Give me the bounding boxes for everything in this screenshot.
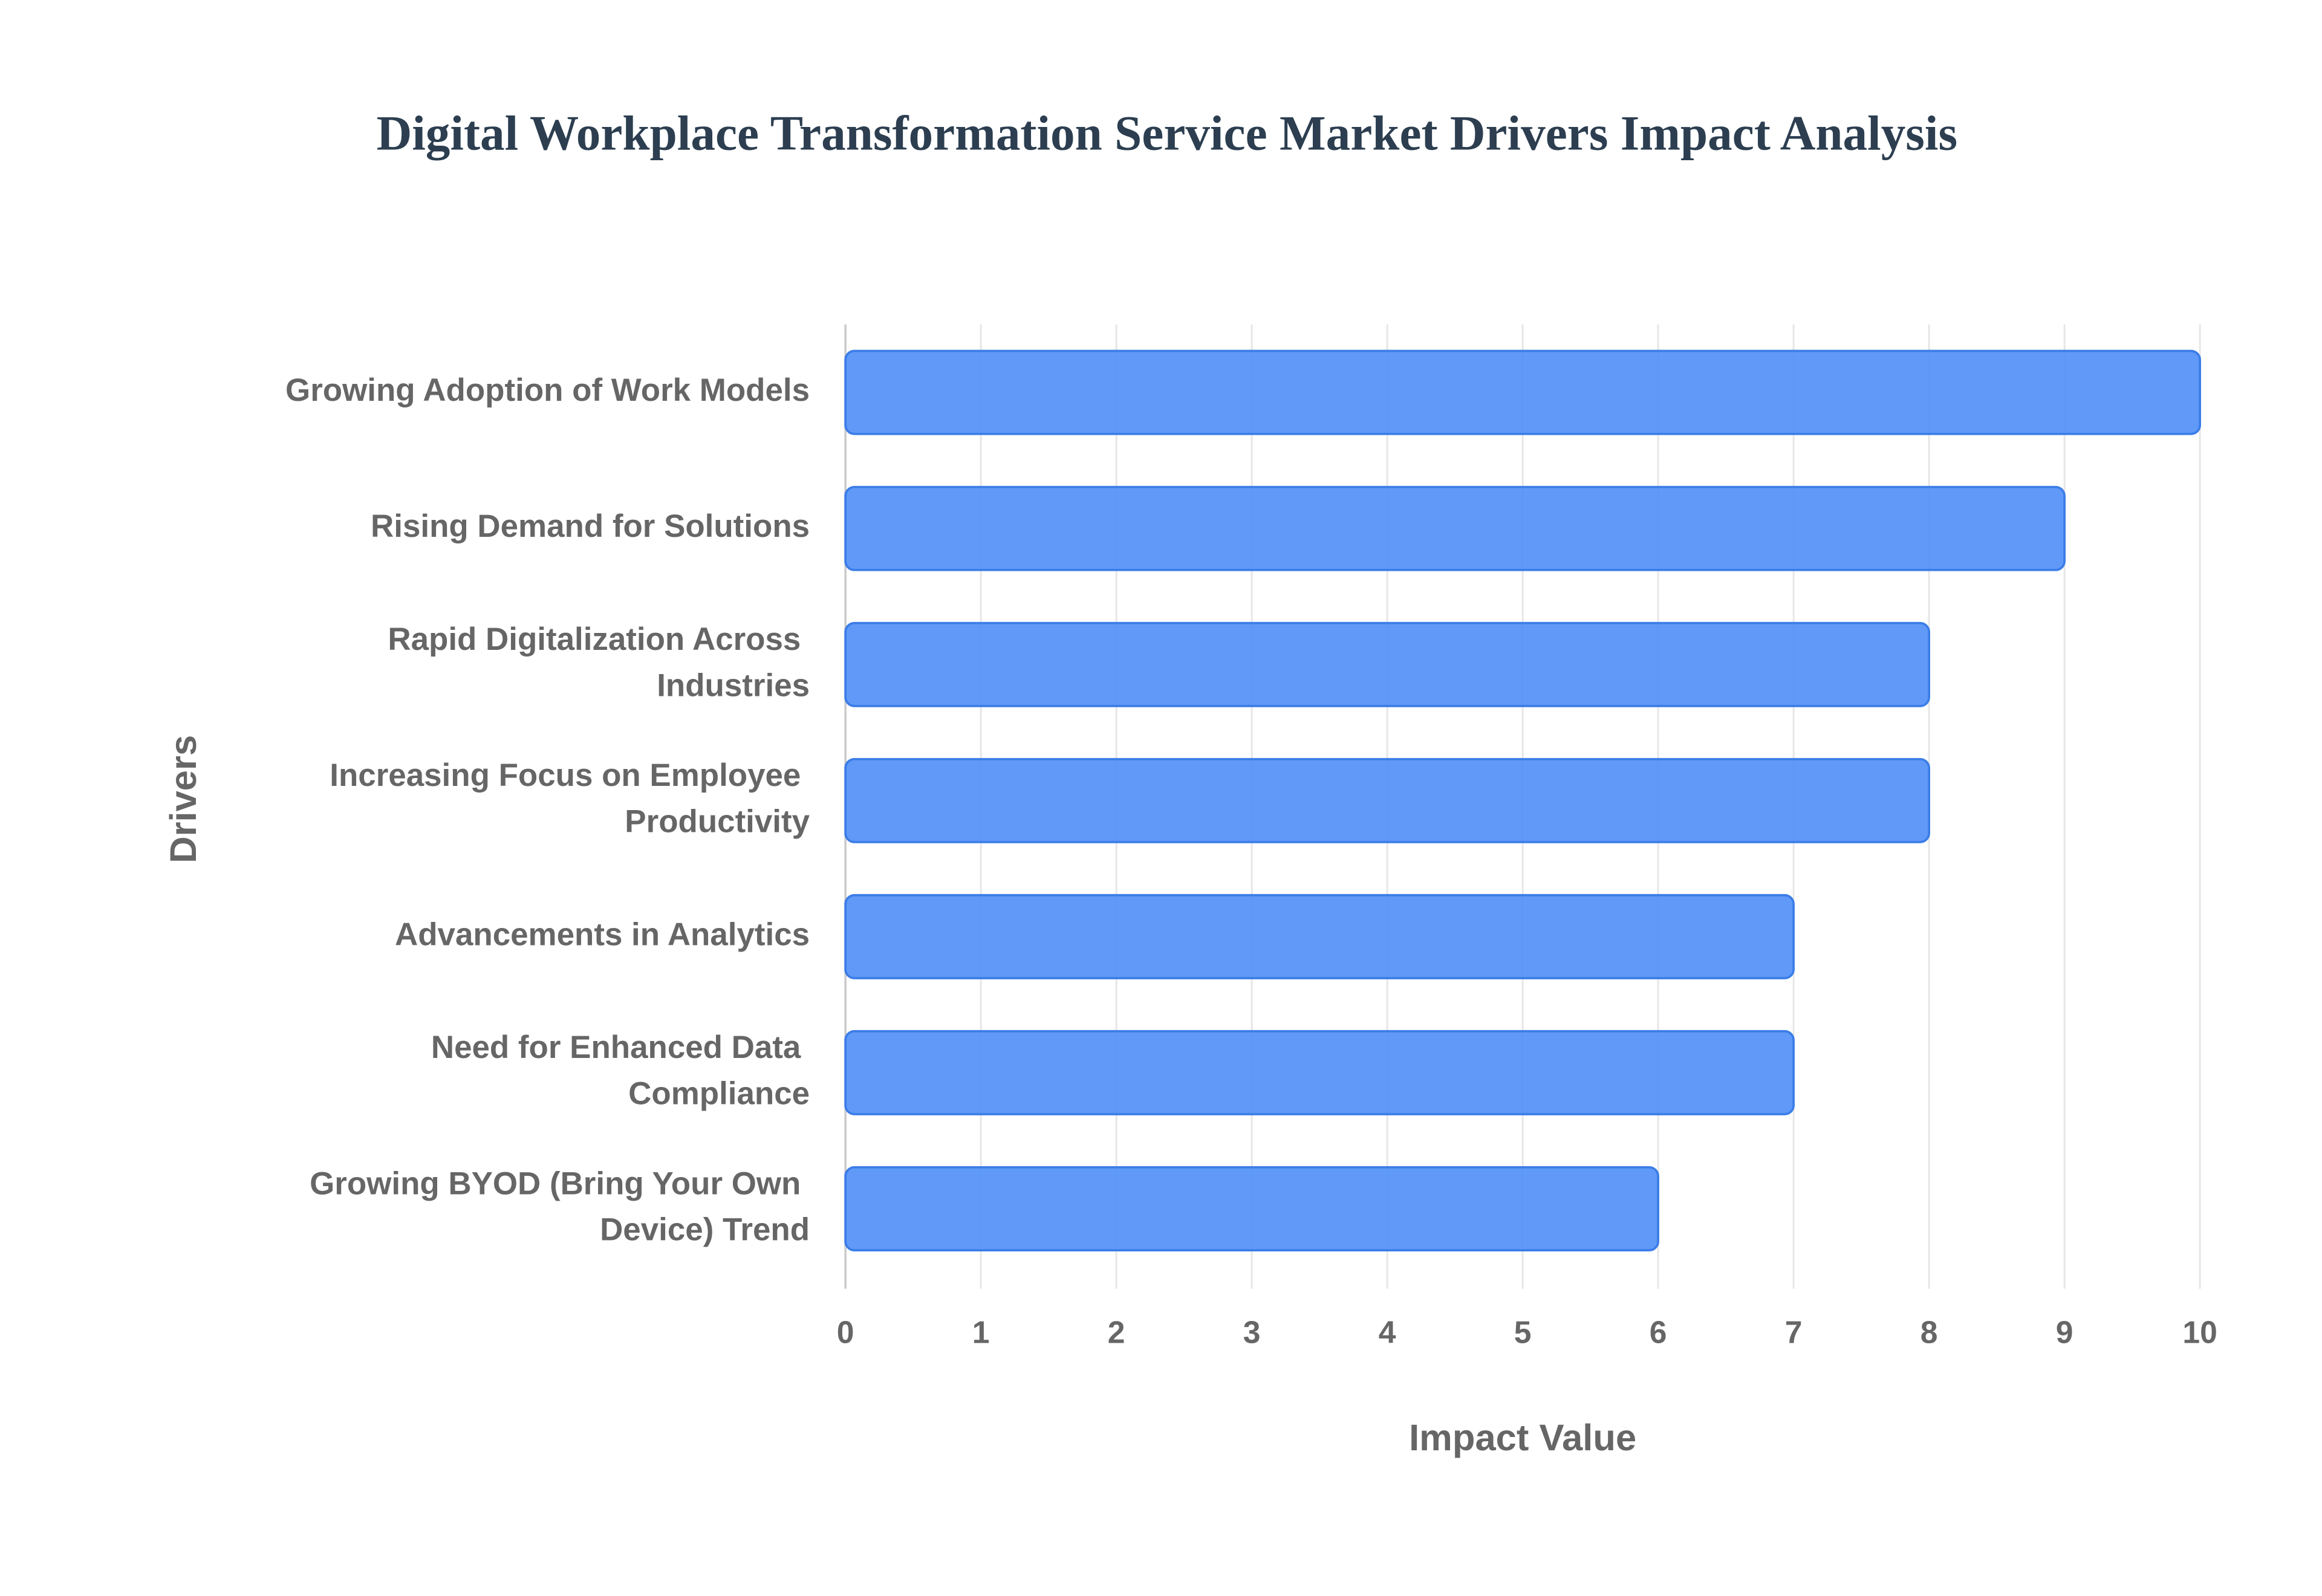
chart-title: Digital Workplace Transformation Service… <box>377 106 1958 161</box>
x-tick-label: 3 <box>1243 1315 1261 1350</box>
bar <box>844 1166 1659 1251</box>
x-tick-label: 5 <box>1514 1315 1532 1350</box>
y-tick-label: Increasing Focus on Employee Productivit… <box>330 757 810 839</box>
x-tick-label: 0 <box>837 1315 854 1350</box>
bar <box>844 894 1795 979</box>
x-tick-label: 10 <box>2182 1315 2217 1350</box>
bar <box>844 1030 1795 1115</box>
bar <box>844 485 2066 571</box>
x-tick-label: 1 <box>972 1315 990 1350</box>
y-tick-label: Rising Demand for Solutions <box>371 508 810 544</box>
x-tick-label: 7 <box>1785 1315 1803 1350</box>
y-tick-label: Rapid Digitalization Across Industries <box>388 621 810 703</box>
y-axis-title: Drivers <box>163 735 204 863</box>
y-tick-label: Advancements in Analytics <box>395 916 810 952</box>
y-tick-label: Growing Adoption of Work Models <box>285 372 810 408</box>
x-tick-label: 4 <box>1379 1315 1396 1350</box>
x-tick-label: 8 <box>1920 1315 1938 1350</box>
x-tick-label: 2 <box>1108 1315 1125 1350</box>
y-tick-label: Growing BYOD (Bring Your Own Device) Tre… <box>310 1166 810 1247</box>
y-tick-label: Need for Enhanced Data Compliance <box>431 1030 810 1111</box>
bar <box>844 757 1930 843</box>
x-tick-label: 6 <box>1650 1315 1667 1350</box>
x-axis-title: Impact Value <box>1409 1417 1636 1459</box>
x-tick-label: 9 <box>2056 1315 2073 1350</box>
bar <box>844 621 1930 707</box>
bar <box>844 349 2201 435</box>
